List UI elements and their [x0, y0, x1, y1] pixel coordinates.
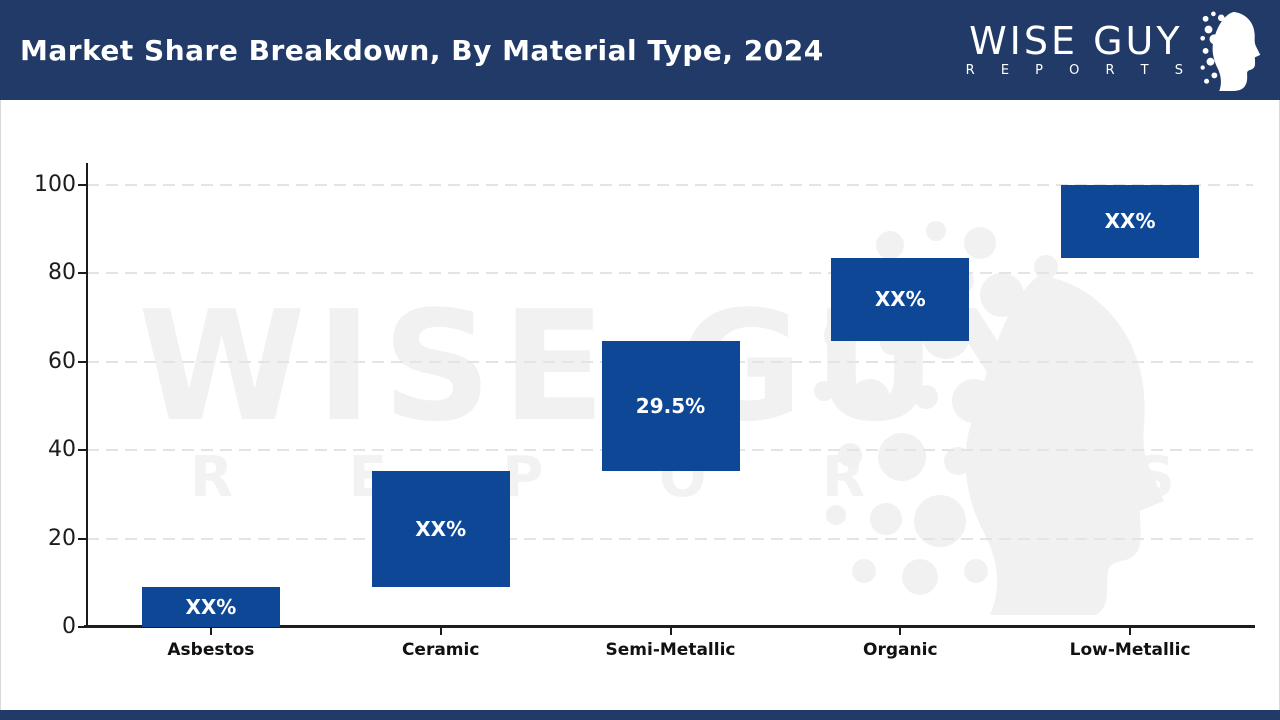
y-axis [86, 163, 88, 627]
x-category-label-ceramic: Ceramic [401, 640, 480, 660]
gridline-80 [87, 272, 1253, 275]
x-tick-mark-organic [899, 628, 902, 635]
x-category-label-low-metallic: Low-Metallic [1069, 640, 1191, 660]
y-tick-label-60: 60 [48, 348, 76, 374]
chart-title: Market Share Breakdown, By Material Type… [20, 33, 824, 67]
y-tick-label-20: 20 [48, 525, 76, 551]
bar-value-label-organic: XX% [874, 287, 926, 312]
wiseguy-logo: WISE GUY R E P O R T S [958, 9, 1262, 91]
bar-ceramic [371, 470, 510, 588]
y-tick-label-0: 0 [62, 614, 76, 639]
bar-low-metallic [1061, 185, 1200, 258]
y-tick-mark-100 [78, 184, 87, 186]
x-tick-mark-asbestos [209, 628, 212, 635]
bar-value-label-ceramic: XX% [415, 517, 467, 542]
bar-value-label-semi-metallic: 29.5% [635, 393, 706, 418]
x-tick-mark-low-metallic [1129, 628, 1132, 635]
gridline-100 [87, 184, 1253, 186]
header-bar: Market Share Breakdown, By Material Type… [0, 0, 1280, 100]
y-tick-mark-0 [78, 626, 87, 628]
y-tick-mark-60 [78, 360, 87, 363]
y-tick-label-100: 100 [34, 172, 76, 197]
bar-asbestos [141, 587, 280, 627]
footer-bar [0, 710, 1280, 720]
bar-value-label-asbestos: XX% [185, 595, 237, 620]
x-axis [84, 625, 1255, 628]
logo-face-icon [1200, 11, 1261, 91]
bar-semi-metallic [601, 340, 740, 471]
y-tick-label-40: 40 [48, 437, 76, 463]
logo-subtitle: R E P O R T S [965, 63, 1194, 78]
gridline-20 [87, 537, 1253, 540]
logo-text: WISE GUY R E P O R T S [958, 21, 1194, 79]
bar-organic [831, 257, 970, 341]
x-category-label-organic: Organic [863, 640, 938, 660]
y-tick-mark-20 [78, 537, 87, 540]
x-tick-mark-ceramic [439, 628, 442, 635]
bar-value-label-low-metallic: XX% [1104, 209, 1156, 234]
y-tick-mark-40 [78, 449, 87, 452]
x-category-label-asbestos: Asbestos [167, 640, 255, 660]
y-tick-label-80: 80 [48, 260, 76, 286]
x-category-label-semi-metallic: Semi-Metallic [605, 640, 736, 660]
y-tick-mark-80 [78, 272, 87, 275]
logo-name: WISE GUY [969, 19, 1183, 63]
x-tick-mark-semi-metallic [669, 628, 672, 635]
